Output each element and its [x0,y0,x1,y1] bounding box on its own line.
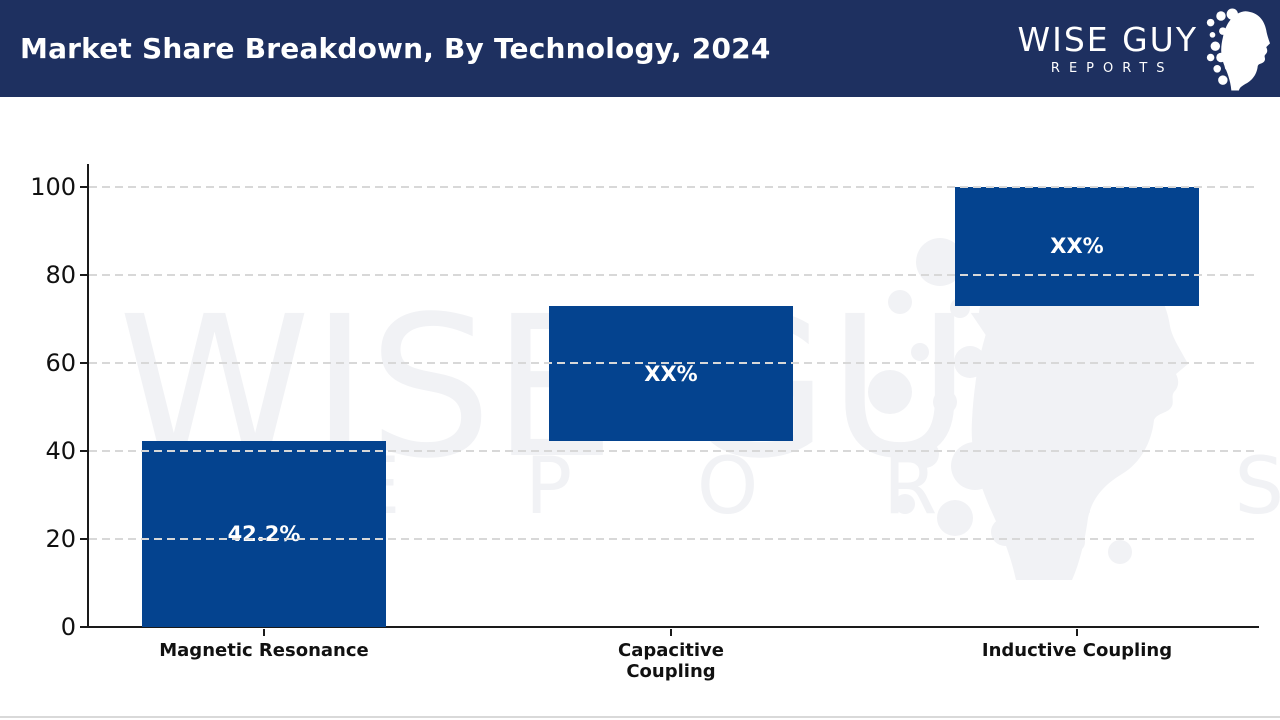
x-axis-line [88,626,1259,628]
y-gridline [89,538,1258,540]
bar-value-label: XX% [1050,234,1104,259]
x-tick-mark [670,629,672,636]
x-category-label: Inductive Coupling [981,640,1173,661]
y-tick-mark [80,450,88,452]
y-tick-label: 20 [45,525,76,553]
x-category-label: Magnetic Resonance [159,640,369,661]
y-tick-label: 100 [30,173,76,201]
y-tick-mark [80,274,88,276]
y-gridline [89,450,1258,452]
x-category-label: Capacitive Coupling [618,640,724,682]
bar-value-label: XX% [644,361,698,386]
y-tick-label: 40 [45,437,76,465]
brand-name: WISE GUY [1017,19,1198,59]
bar-segment: XX% [955,187,1199,306]
brand-face-icon [1206,7,1270,90]
chart-title: Market Share Breakdown, By Technology, 2… [20,32,771,65]
bar-segment: XX% [549,305,793,442]
brand-logo: WISE GUY REPORTS [1017,0,1270,97]
bottom-divider [0,716,1280,718]
bar-value-label: 42.2% [227,522,301,547]
header-bar: Market Share Breakdown, By Technology, 2… [0,0,1280,97]
x-tick-mark [1076,629,1078,636]
y-tick-mark [80,186,88,188]
y-axis-line [87,164,89,628]
y-gridline [89,274,1258,276]
x-tick-mark [263,629,265,636]
y-tick-mark [80,626,88,628]
y-tick-label: 0 [60,613,76,641]
bar-segment: 42.2% [142,441,386,627]
y-tick-label: 60 [45,349,76,377]
brand-subtitle: REPORTS [1050,60,1174,76]
y-gridline [89,186,1258,188]
brand-logo-text: WISE GUY REPORTS [1017,23,1198,75]
y-tick-mark [80,538,88,540]
y-tick-label: 80 [45,261,76,289]
y-gridline [89,362,1258,364]
y-tick-mark [80,362,88,364]
